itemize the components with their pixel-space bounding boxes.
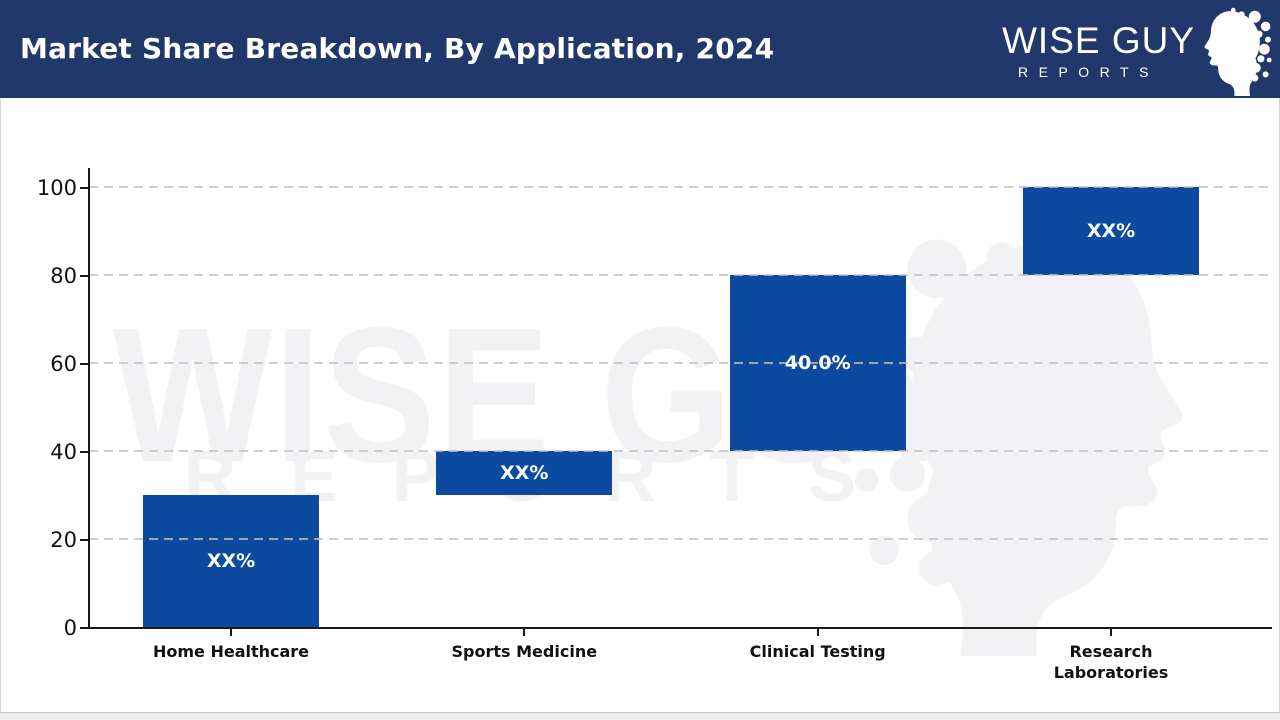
bar-value-label: XX% <box>1086 220 1136 242</box>
y-tick-40 <box>80 451 89 453</box>
x-axis-label: Home Healthcare <box>152 642 310 661</box>
header-bar: Market Share Breakdown, By Application, … <box>0 0 1280 98</box>
y-axis-line <box>88 168 90 629</box>
x-tick-4 <box>1110 629 1112 636</box>
gridline-80 <box>89 274 1272 276</box>
bar-1 <box>143 495 319 627</box>
y-tick-label: 100 <box>36 176 77 200</box>
x-tick-1 <box>230 629 232 636</box>
chart-area: WISE GUY REPORTS XX%XX%40.0%XX%020406080… <box>0 98 1280 712</box>
x-axis-label: Sports Medicine <box>451 642 598 661</box>
y-tick-label: 20 <box>50 528 77 552</box>
gridline-20 <box>89 538 1272 540</box>
x-axis-line <box>88 627 1272 629</box>
gridline-60 <box>89 362 1272 364</box>
y-tick-label: 60 <box>50 352 77 376</box>
gridline-40 <box>89 450 1272 452</box>
y-tick-80 <box>80 275 89 277</box>
footer-strip <box>0 712 1280 720</box>
bar-value-label: XX% <box>500 462 549 484</box>
x-axis-label: Research Laboratories <box>1053 642 1169 682</box>
y-tick-60 <box>80 363 89 365</box>
logo-head-icon <box>1204 7 1272 96</box>
x-tick-3 <box>816 629 819 636</box>
y-tick-100 <box>80 187 89 189</box>
y-tick-label: 40 <box>50 440 77 464</box>
bar-4 <box>1023 187 1199 275</box>
chart-title: Market Share Breakdown, By Application, … <box>20 32 775 65</box>
logo-subtext: REPORTS <box>1018 64 1159 80</box>
logo-wordmark: WISE GUY <box>1002 20 1196 61</box>
bar-value-label: 40.0% <box>784 352 851 374</box>
wise-guy-logo: WISE GUY REPORTS <box>1002 6 1274 96</box>
y-tick-0 <box>80 627 89 629</box>
bar-value-label: XX% <box>206 550 256 572</box>
y-tick-label: 80 <box>50 264 77 288</box>
y-tick-20 <box>80 539 89 541</box>
y-tick-label: 0 <box>63 616 77 640</box>
bar-2 <box>436 451 613 495</box>
x-axis-label: Clinical Testing <box>749 642 886 661</box>
gridline-100 <box>89 186 1272 188</box>
x-tick-2 <box>523 629 526 636</box>
